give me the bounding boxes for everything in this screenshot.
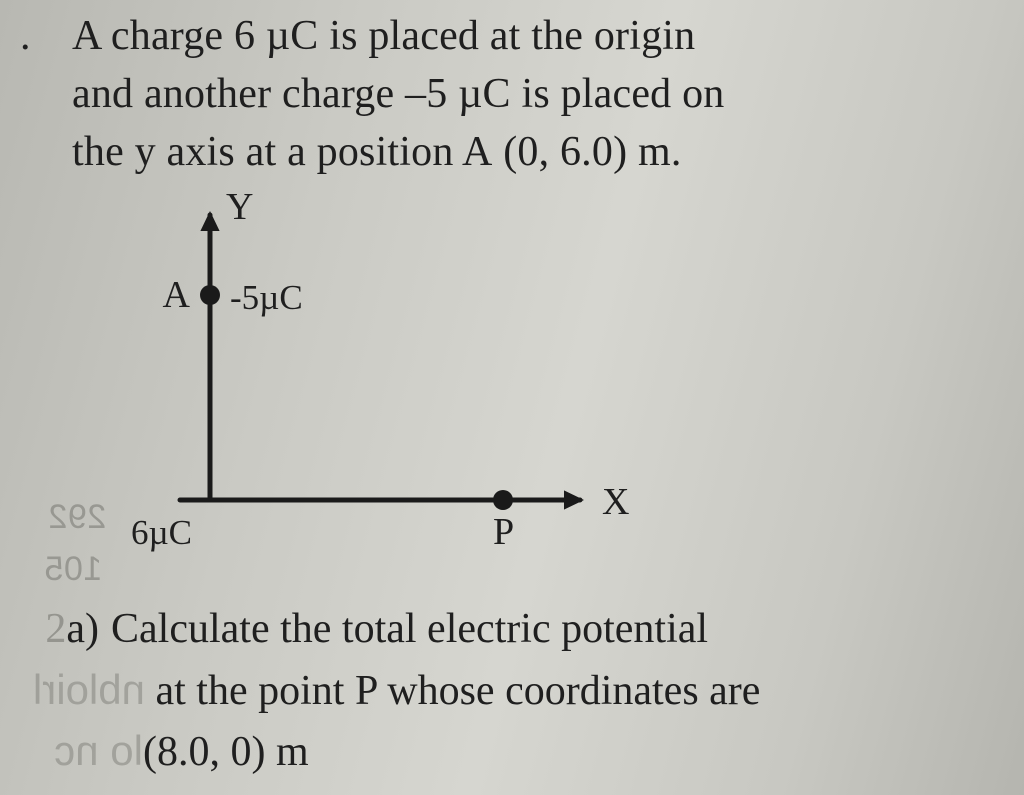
svg-text:X: X xyxy=(602,481,629,523)
diagram-svg: YXA-5µCP6µC xyxy=(120,200,680,570)
physics-problem-page: 292 105 . A charge 6 µC is placed at the… xyxy=(0,0,1024,795)
problem-line3-post: m. xyxy=(627,129,681,175)
problem-line1-post: is placed at the origin xyxy=(319,13,696,59)
svg-text:A: A xyxy=(163,274,191,316)
svg-text:P: P xyxy=(493,511,514,553)
bleed-text-1: 292 xyxy=(48,498,106,537)
indent-ghost-2: lo nc xyxy=(35,721,143,781)
question-part-a: 2a) Calculate the total electric potenti… xyxy=(35,600,975,783)
svg-text:6µC: 6µC xyxy=(131,513,192,552)
indent-ghost-1: nbloirl xyxy=(35,660,145,720)
bleed-text-2: 105 xyxy=(44,550,102,589)
svg-text:Y: Y xyxy=(226,186,253,228)
question-line1: Calculate the total electric potential xyxy=(111,606,708,652)
part-ghost-prefix: 2 xyxy=(45,606,66,652)
problem-line1-pre: A charge 6 xyxy=(72,13,266,59)
problem-statement: . A charge 6 µC is placed at the origin … xyxy=(72,8,952,182)
unit-microcoulomb-1: µC xyxy=(266,13,319,59)
problem-line3-pre: the y axis at a position A xyxy=(72,129,492,175)
coordinate-diagram: YXA-5µCP6µC xyxy=(120,200,680,570)
unit-microcoulomb-2: µC xyxy=(458,71,511,117)
problem-line2-pre: and another charge –5 xyxy=(72,71,458,117)
question-line2: at the point P whose coordinates are xyxy=(156,668,761,714)
coord-A: (0, 6.0) xyxy=(503,129,627,175)
svg-text:-5µC: -5µC xyxy=(230,278,303,317)
coord-P: (8.0, 0) xyxy=(143,729,265,775)
part-letter: a) xyxy=(66,606,99,652)
question-line3-post: m xyxy=(265,729,308,775)
list-bullet: . xyxy=(20,8,31,66)
problem-line2-post: is placed on xyxy=(511,71,725,117)
